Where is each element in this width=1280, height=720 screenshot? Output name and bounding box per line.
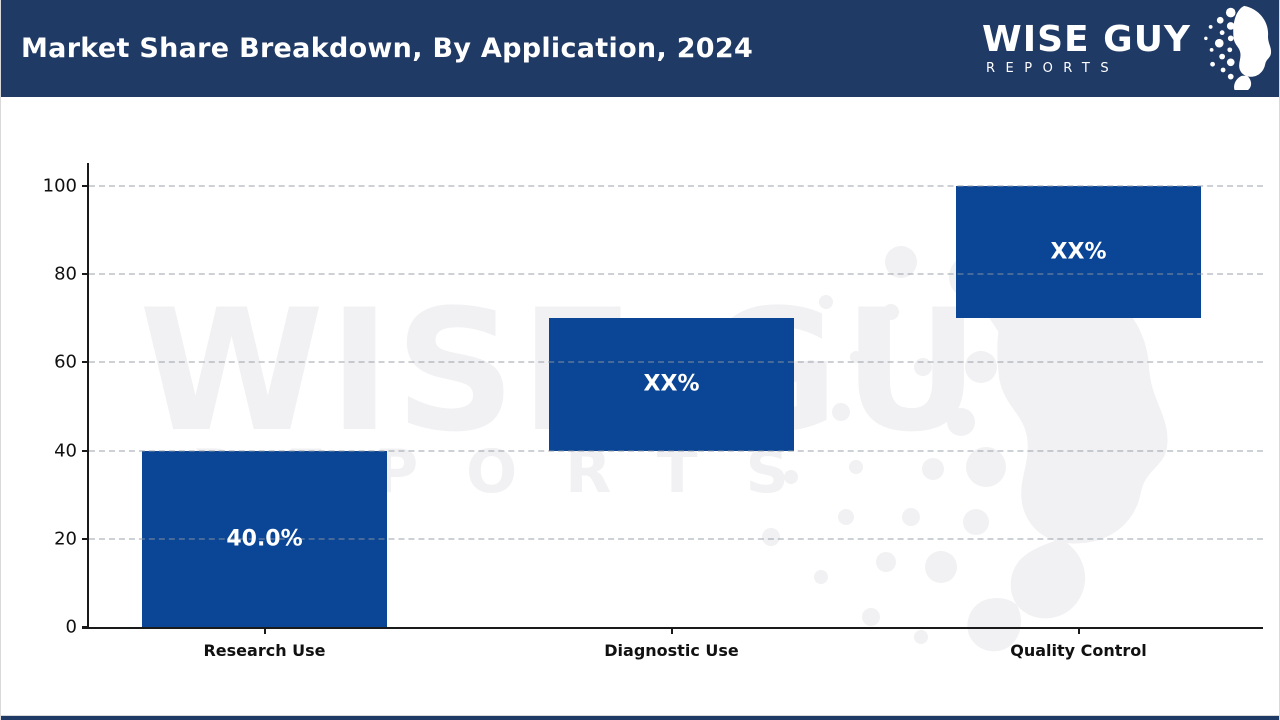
bar-value-label-research-use: 40.0% (226, 526, 303, 552)
gridline-20 (89, 537, 1263, 540)
bar-value-label-diagnostic-use: XX% (643, 371, 700, 397)
y-axis-tick-label-0: 0 (65, 616, 77, 638)
x-axis-category-label-quality-control: Quality Control (1010, 641, 1147, 660)
x-axis-tickmark-quality-control (1077, 627, 1080, 634)
logo-brand-subtitle: REPORTS (985, 60, 1120, 76)
y-axis-spine (87, 163, 89, 629)
x-axis-spine (82, 627, 1263, 629)
page-title: Market Share Breakdown, By Application, … (21, 33, 754, 64)
bar-diagnostic-use (549, 318, 794, 451)
x-axis-category-label-diagnostic-use: Diagnostic Use (604, 641, 739, 660)
gridline-80 (89, 273, 1263, 276)
dot-face-profile-icon (1177, 3, 1273, 95)
header-bar: Market Share Breakdown, By Application, … (1, 0, 1279, 97)
footer-bar (1, 715, 1279, 720)
bar-research-use (142, 450, 387, 627)
y-axis-tickmark-60 (82, 361, 89, 364)
y-axis-tickmark-40 (82, 449, 89, 452)
y-axis-tickmark-80 (82, 273, 89, 276)
x-axis-category-label-research-use: Research Use (203, 641, 326, 660)
y-axis-tick-label-60: 60 (54, 351, 77, 373)
y-axis-tick-label-20: 20 (54, 528, 77, 550)
gridline-40 (89, 449, 1263, 452)
y-axis-tick-label-100: 100 (42, 175, 77, 197)
x-axis-tickmark-diagnostic-use (670, 627, 673, 634)
y-axis-tick-label-80: 80 (54, 263, 77, 285)
y-axis-tickmark-20 (82, 537, 89, 540)
logo-brand-name: WISE GUY (981, 18, 1191, 60)
x-axis-tickmark-research-use (263, 627, 266, 634)
gridline-60 (89, 361, 1263, 364)
wise-guy-reports-logo: WISE GUY REPORTS (981, 3, 1279, 95)
bar-value-label-quality-control: XX% (1050, 239, 1107, 265)
logo-text: WISE GUY REPORTS (981, 18, 1191, 76)
y-axis-tick-label-40: 40 (54, 440, 77, 462)
gridline-100 (89, 185, 1263, 187)
y-axis-tickmark-100 (82, 185, 89, 187)
chart-area: WISE GUY REPORTS (1, 97, 1279, 715)
